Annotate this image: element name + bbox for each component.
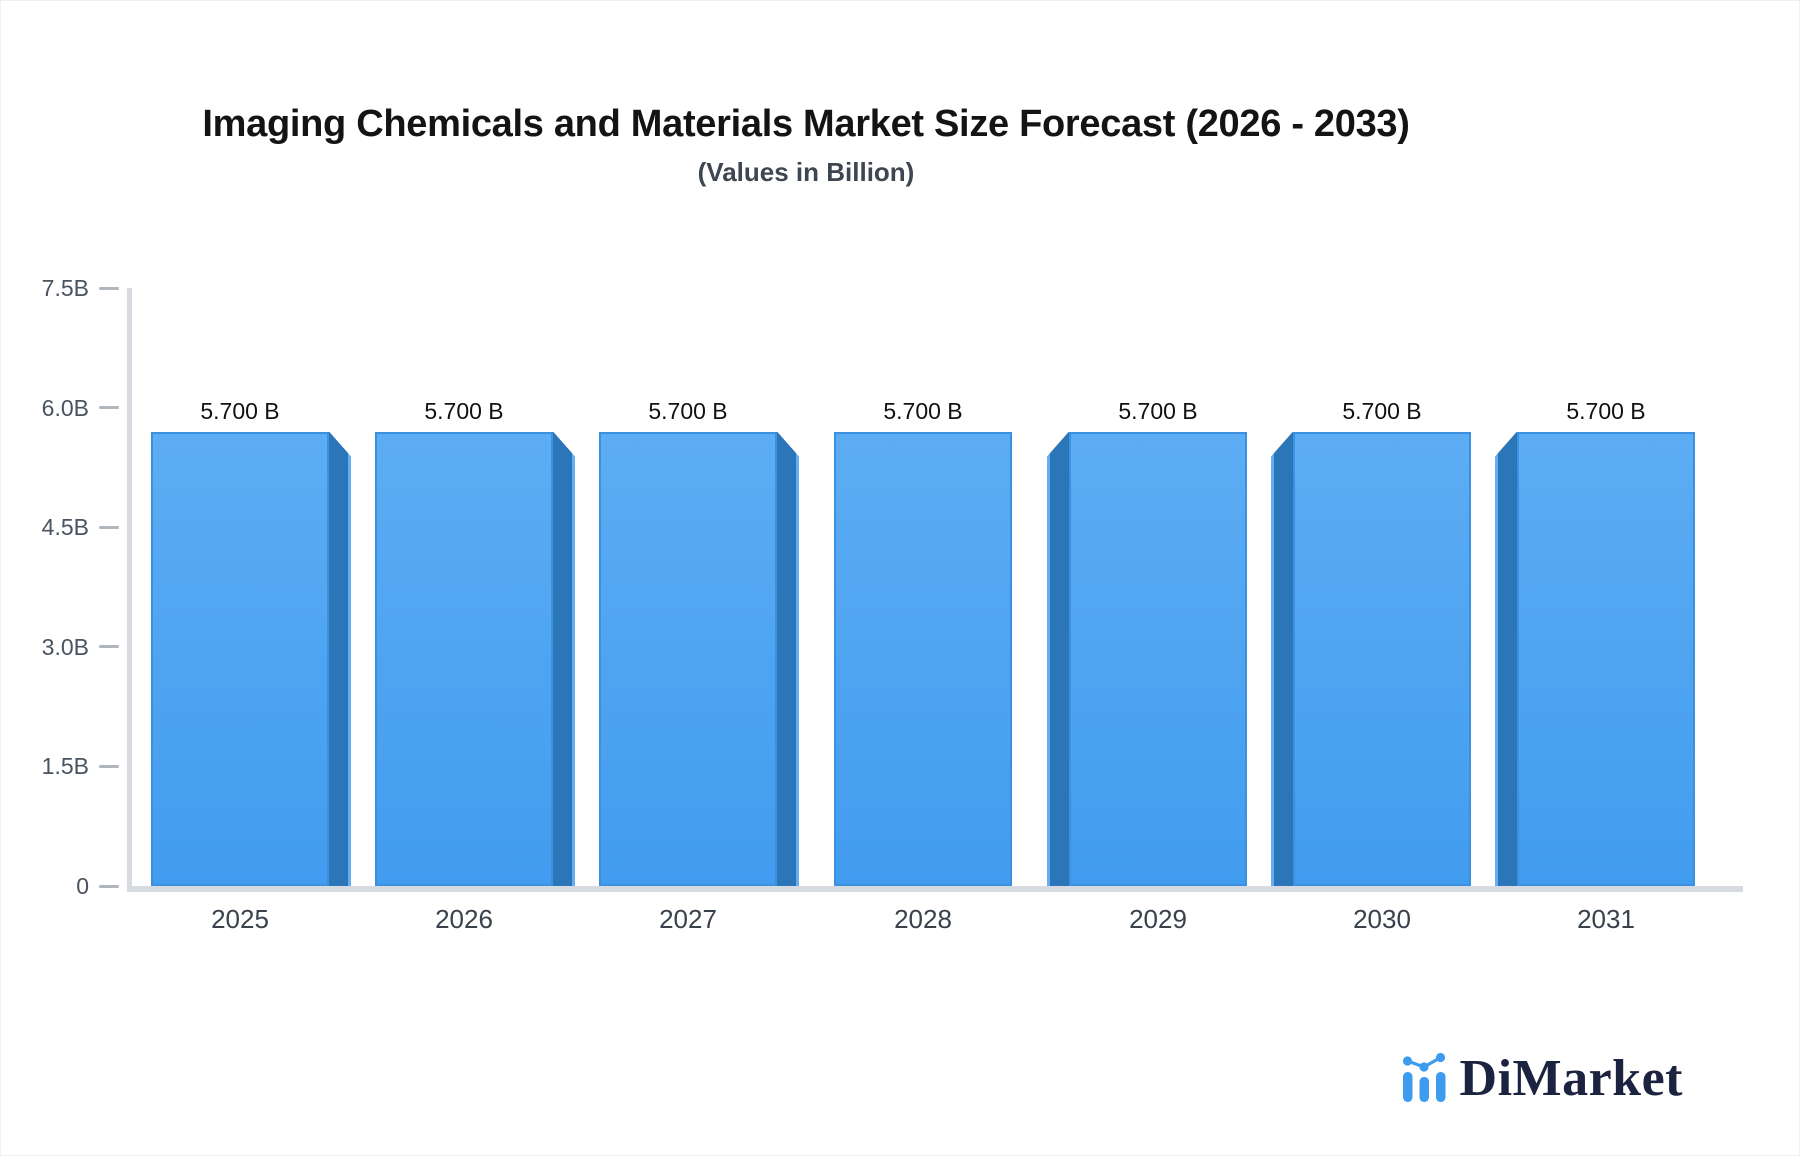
chart-title: Imaging Chemicals and Materials Market S…	[202, 103, 1410, 145]
bar-side-face	[777, 431, 799, 886]
dimarket-logo[interactable]: DiMarket	[1402, 1050, 1683, 1108]
bar-value-label: 5.700 B	[424, 397, 504, 424]
bar-value-label: 5.700 B	[883, 397, 963, 424]
bar-side-face	[553, 431, 575, 886]
bar-2031[interactable]: 5.700 B 2031	[1495, 398, 1695, 934]
x-axis-label: 2031	[1577, 903, 1635, 934]
bar-side-face	[1495, 431, 1517, 886]
bar-front-face	[834, 431, 1012, 886]
y-axis-tick-label: 7.5B	[41, 275, 89, 301]
bar-side-face	[1047, 431, 1069, 886]
chart-subtitle: (Values in Billion)	[697, 156, 915, 187]
y-axis-tick-mark	[99, 406, 119, 410]
y-axis-tick-mark	[99, 525, 119, 529]
y-axis-tick-label: 6.0B	[41, 394, 89, 421]
bar-value-label: 5.700 B	[1566, 397, 1646, 424]
bar-2028[interactable]: 5.700 B 2028	[834, 398, 1012, 934]
y-axis-tick-label: 3.0B	[41, 633, 89, 660]
bar-2029[interactable]: 5.700 B 2029	[1047, 398, 1247, 934]
bar-2027[interactable]: 5.700 B 2027	[599, 398, 799, 934]
x-axis-line	[127, 886, 1743, 892]
x-axis-label: 2030	[1353, 903, 1411, 934]
bar-2025[interactable]: 5.700 B 2025	[151, 398, 351, 934]
bar-side-face	[329, 431, 351, 886]
y-axis-tick-mark	[99, 286, 119, 290]
bar-front-face	[599, 431, 777, 886]
y-axis-tick-label: 1.5B	[41, 753, 89, 780]
bar-front-face	[1293, 431, 1471, 886]
y-axis-tick-label: 4.5B	[41, 514, 89, 541]
bar-side-face	[1271, 431, 1293, 886]
y-axis-tick-label: 0	[76, 873, 89, 899]
y-axis-tick-mark	[99, 764, 119, 768]
y-axis-tick-mark	[99, 884, 119, 888]
y-axis-line	[127, 288, 132, 892]
dimarket-logo-text: DiMarket	[1459, 1050, 1683, 1108]
x-axis-label: 2029	[1129, 903, 1187, 934]
bar-2030[interactable]: 5.700 B 2030	[1271, 398, 1471, 934]
bar-value-label: 5.700 B	[1342, 397, 1422, 424]
bar-value-label: 5.700 B	[1118, 397, 1198, 424]
x-axis-label: 2028	[894, 903, 952, 934]
x-axis-label: 2025	[211, 903, 269, 934]
chart-header: Imaging Chemicals and Materials Market S…	[1, 1, 1611, 188]
dimarket-bars-icon	[1402, 1052, 1446, 1102]
bar-front-face	[1069, 431, 1247, 886]
x-axis-label: 2027	[659, 903, 717, 934]
bar-value-label: 5.700 B	[200, 397, 280, 424]
y-axis-tick-mark	[99, 645, 119, 649]
bar-value-label: 5.700 B	[648, 397, 728, 424]
bar-front-face	[375, 431, 553, 886]
bar-2026[interactable]: 5.700 B 2026	[375, 398, 575, 934]
x-axis-label: 2026	[435, 903, 493, 934]
bar-front-face	[1517, 431, 1695, 886]
bar-front-face	[151, 431, 329, 886]
